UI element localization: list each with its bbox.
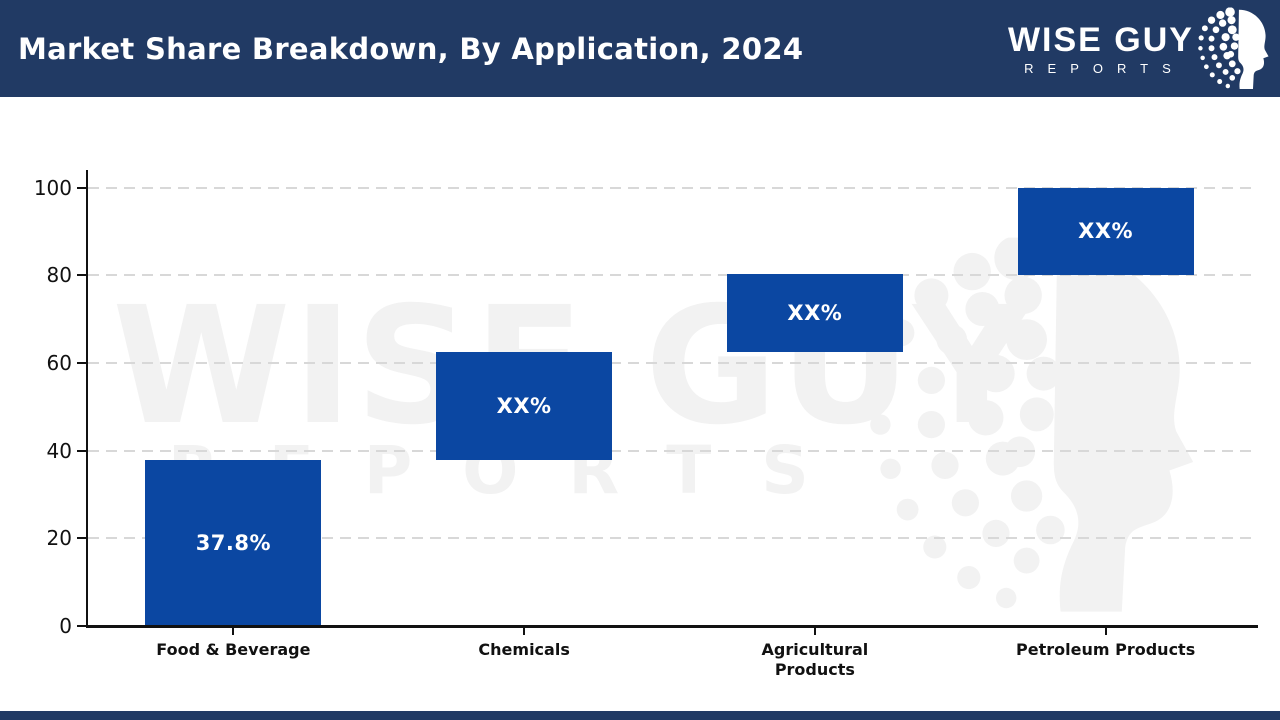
watermark-head-icon [860,230,1200,626]
bar-value-label: XX% [787,301,843,326]
y-tick-mark-80 [77,274,86,277]
y-tick-mark-60 [77,362,86,365]
x-tick-mark-1 [523,628,526,635]
bar-3: XX% [1017,187,1194,275]
y-tick-label-40: 40 [46,438,72,463]
x-tick-mark-2 [813,628,816,635]
bar-value-label: XX% [496,394,552,419]
gridline-20 [88,537,1258,540]
gridline-80 [88,274,1258,277]
y-tick-label-80: 80 [46,263,72,288]
logo-wordmark: WISE GUY REPORTS [1008,23,1194,75]
bar-2: XX% [726,274,903,353]
bar-1: XX% [436,352,613,461]
x-tick-mark-3 [1104,628,1107,635]
bar-0: 37.8% [145,460,322,626]
logo-text-primary: WISE GUY [1007,20,1194,59]
y-tick-mark-20 [77,537,86,540]
bar-value-label: XX% [1078,219,1134,244]
x-category-label-2: Agricultural Products [761,640,869,679]
x-category-label-0: Food & Beverage [156,640,311,659]
y-tick-label-20: 20 [46,526,72,551]
page-title: Market Share Breakdown, By Application, … [18,31,804,66]
y-tick-label-100: 100 [33,175,72,200]
header-bar: Market Share Breakdown, By Application, … [0,0,1280,97]
y-tick-mark-40 [77,449,86,452]
bar-value-label: 37.8% [195,531,272,556]
logo-text-secondary: REPORTS [1024,60,1185,76]
gridline-100 [88,186,1258,189]
y-tick-mark-0 [77,625,86,627]
footer-bar [0,711,1280,720]
y-tick-label-0: 0 [59,614,72,638]
x-category-label-1: Chemicals [478,640,570,659]
y-axis-line [86,170,88,628]
x-axis-line [86,625,1258,628]
x-category-label-3: Petroleum Products [1016,640,1196,659]
y-tick-label-60: 60 [46,351,72,376]
x-tick-mark-0 [232,628,235,635]
gridline-40 [88,449,1258,452]
wise-guy-logo: WISE GUY REPORTS [1008,7,1270,91]
y-tick-mark-100 [77,186,86,189]
logo-dot-head-icon [1196,7,1270,91]
gridline-60 [88,362,1258,365]
